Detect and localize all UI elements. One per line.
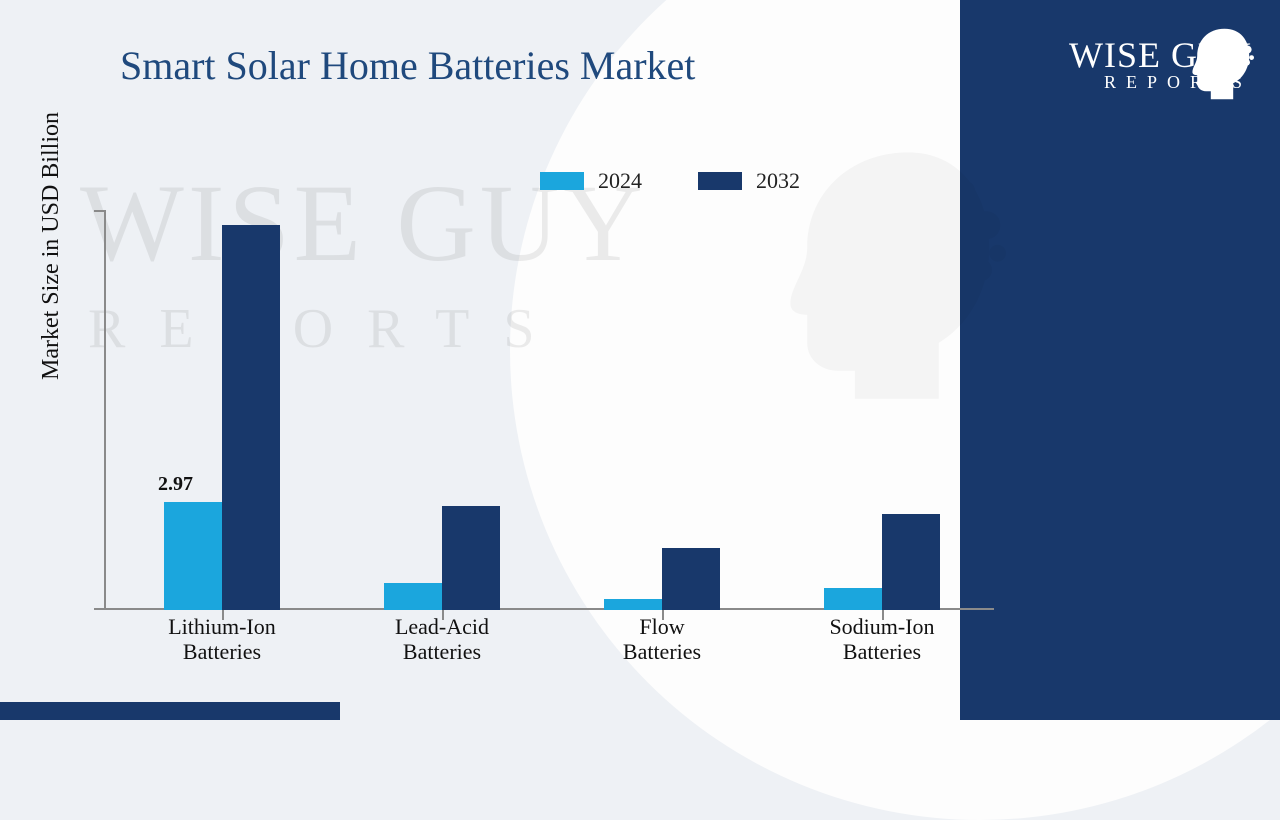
brand-line-1: WISE GUY <box>1069 34 1252 76</box>
bar <box>222 225 280 610</box>
side-panel <box>960 0 1280 720</box>
category-label: FlowBatteries <box>562 614 762 665</box>
legend: 2024 2032 <box>540 168 800 194</box>
bar-group: 2.97 <box>164 225 334 610</box>
bar-value-label: 2.97 <box>158 473 193 496</box>
bar-group <box>604 548 774 610</box>
y-tick <box>94 608 104 610</box>
bar <box>604 599 662 610</box>
bar <box>662 548 720 610</box>
bar <box>442 506 500 610</box>
legend-swatch-2032 <box>698 172 742 190</box>
bar-chart: 2.97Lithium-IonBatteriesLead-AcidBatteri… <box>104 210 994 610</box>
y-tick <box>94 210 104 212</box>
y-axis <box>104 210 106 610</box>
bottom-strip <box>0 702 340 720</box>
brand-logo: WISE GUY REPORTS <box>1069 34 1252 93</box>
category-label: Sodium-IonBatteries <box>782 614 982 665</box>
y-axis-label: Market Size in USD Billion <box>38 112 65 380</box>
bar <box>164 502 222 610</box>
bar-group <box>824 514 994 610</box>
bar <box>384 583 442 610</box>
legend-label-2024: 2024 <box>598 168 642 194</box>
chart-title: Smart Solar Home Batteries Market <box>120 42 695 89</box>
legend-swatch-2024 <box>540 172 584 190</box>
category-label: Lithium-IonBatteries <box>122 614 322 665</box>
category-label: Lead-AcidBatteries <box>342 614 542 665</box>
legend-label-2032: 2032 <box>756 168 800 194</box>
bar <box>824 588 882 610</box>
bar-group <box>384 506 554 610</box>
bar <box>882 514 940 610</box>
legend-item-2024: 2024 <box>540 168 642 194</box>
legend-item-2032: 2032 <box>698 168 800 194</box>
